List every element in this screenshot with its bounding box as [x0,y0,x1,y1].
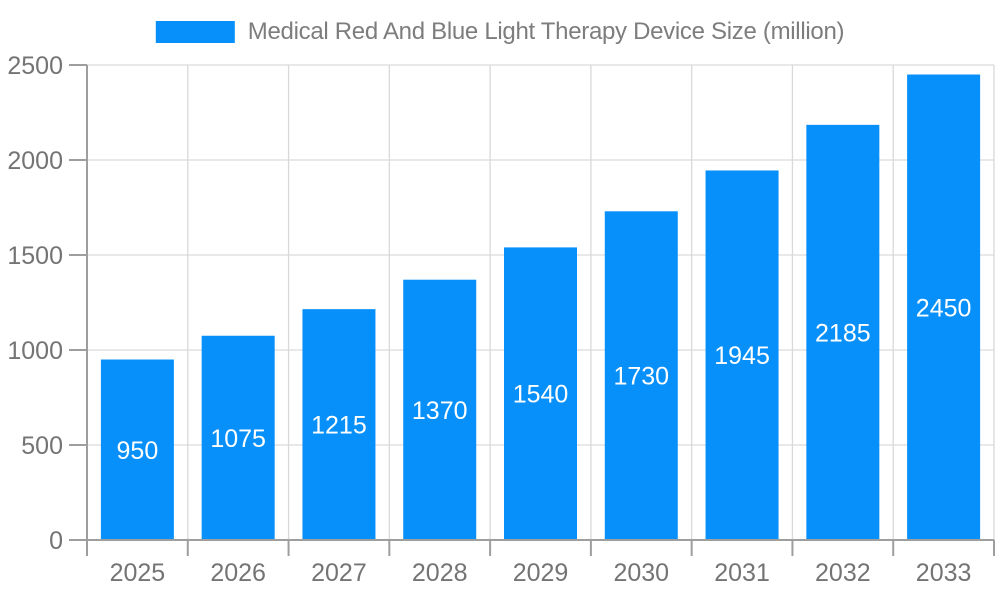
x-tick-label: 2026 [210,559,266,587]
x-tick-label: 2029 [513,559,569,587]
bar-value-label: 2185 [815,319,871,347]
bar[interactable] [302,309,376,540]
x-tick-label: 2030 [613,559,669,587]
y-tick-label: 500 [21,432,63,460]
chart-legend[interactable]: Medical Red And Blue Light Therapy Devic… [155,18,845,46]
x-tick-label: 2028 [412,559,468,587]
x-tick-label: 2025 [110,559,166,587]
bar[interactable] [907,74,981,541]
bar[interactable] [604,211,678,541]
chart-title: Medical Red And Blue Light Therapy Devic… [247,18,845,45]
bar-value-label: 1945 [714,342,770,370]
x-tick-label: 2032 [815,559,871,587]
bar[interactable] [705,170,779,540]
x-tick-label: 2031 [714,559,770,587]
bar-value-label: 1730 [613,363,669,391]
bar-value-label: 2450 [916,294,972,322]
bar-value-label: 950 [117,437,159,465]
y-tick-label: 2000 [7,147,63,175]
bar-value-label: 1370 [412,397,468,425]
bar-value-label: 1540 [513,381,569,409]
bar[interactable] [100,359,174,541]
bar-value-label: 1215 [311,412,367,440]
bar[interactable] [403,279,477,540]
y-tick-label: 1500 [7,242,63,270]
bar[interactable] [201,335,275,540]
x-tick-label: 2033 [916,559,972,587]
y-tick-label: 1000 [7,337,63,365]
bar[interactable] [806,124,880,540]
bar-value-label: 1075 [210,425,266,453]
y-tick-label: 0 [49,527,63,555]
x-tick-label: 2027 [311,559,367,587]
legend-swatch[interactable] [155,21,235,43]
bar[interactable] [504,247,577,540]
y-tick-label: 2500 [7,52,63,80]
